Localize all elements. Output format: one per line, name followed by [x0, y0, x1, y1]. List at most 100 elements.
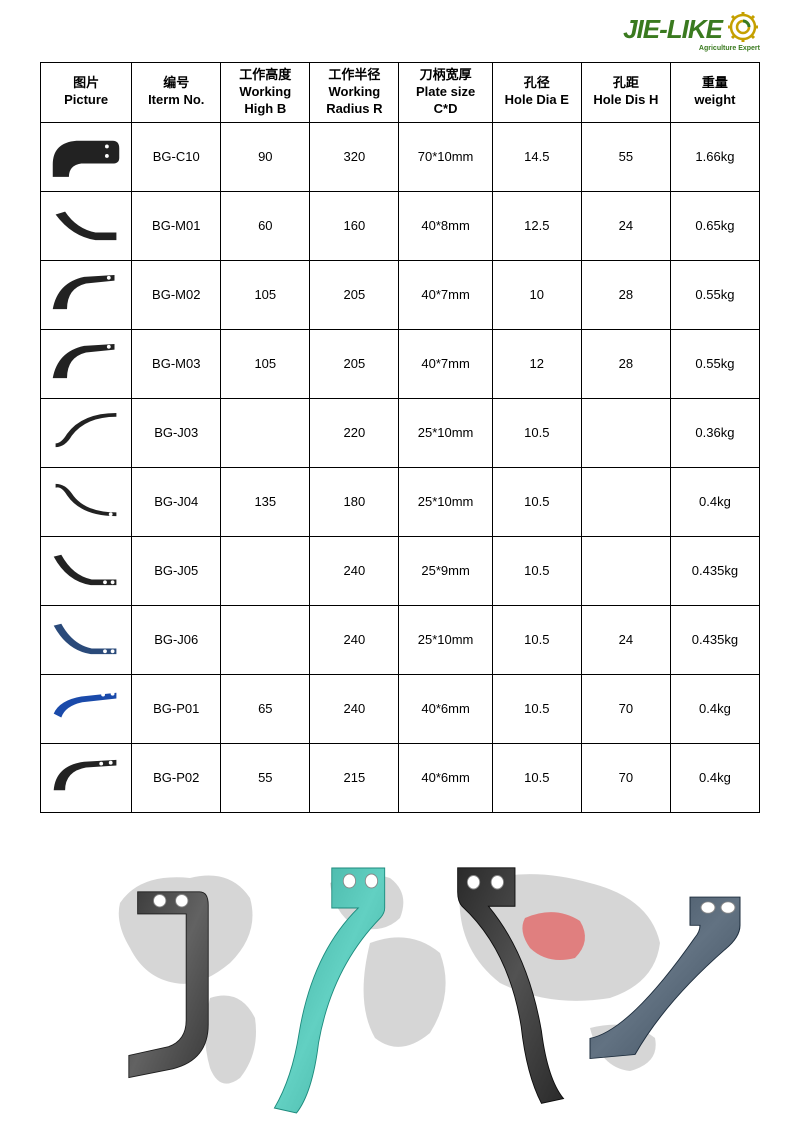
working-radius: 205	[310, 260, 399, 329]
plate-size: 70*10mm	[399, 122, 492, 191]
working-radius: 240	[310, 674, 399, 743]
plate-size: 40*7mm	[399, 329, 492, 398]
hole-dia: 14.5	[492, 122, 581, 191]
large-blade-icon	[440, 863, 590, 1118]
working-high	[221, 536, 310, 605]
working-radius: 240	[310, 536, 399, 605]
blade-thumbnail	[41, 122, 132, 191]
working-radius: 320	[310, 122, 399, 191]
footer-illustration	[40, 823, 760, 1133]
weight: 0.4kg	[670, 743, 759, 812]
table-row: BG-J06 24025*10mm10.5240.435kg	[41, 605, 760, 674]
plate-size: 25*10mm	[399, 605, 492, 674]
working-high	[221, 605, 310, 674]
working-high: 90	[221, 122, 310, 191]
working-radius: 215	[310, 743, 399, 812]
working-radius: 220	[310, 398, 399, 467]
large-blade-icon	[580, 893, 750, 1108]
weight: 0.55kg	[670, 260, 759, 329]
working-high: 105	[221, 260, 310, 329]
column-header: 工作半径WorkingRadius R	[310, 63, 399, 123]
brand-name: JIE-LIKE	[623, 14, 722, 45]
table-row: BG-P016524040*6mm10.5700.4kg	[41, 674, 760, 743]
table-row: BG-J0413518025*10mm10.50.4kg	[41, 467, 760, 536]
item-no: BG-P02	[132, 743, 221, 812]
hole-dia: 10.5	[492, 674, 581, 743]
hole-dia: 10.5	[492, 605, 581, 674]
item-no: BG-P01	[132, 674, 221, 743]
table-row: BG-J0322025*10mm10.50.36kg	[41, 398, 760, 467]
table-row: BG-M016016040*8mm12.5240.65kg	[41, 191, 760, 260]
plate-size: 25*9mm	[399, 536, 492, 605]
blade-thumbnail	[41, 674, 132, 743]
plate-size: 40*6mm	[399, 674, 492, 743]
blade-thumbnail	[41, 398, 132, 467]
plate-size: 40*8mm	[399, 191, 492, 260]
hole-dia: 12	[492, 329, 581, 398]
gear-icon	[726, 10, 760, 49]
large-blade-icon	[120, 883, 270, 1118]
working-high	[221, 398, 310, 467]
hole-dis: 28	[581, 329, 670, 398]
table-row: BG-M0210520540*7mm10280.55kg	[41, 260, 760, 329]
weight: 0.4kg	[670, 674, 759, 743]
working-high: 55	[221, 743, 310, 812]
table-header-row: 图片Picture编号Iterm No.工作高度WorkingHigh B工作半…	[41, 63, 760, 123]
hole-dia: 12.5	[492, 191, 581, 260]
column-header: 孔径Hole Dia E	[492, 63, 581, 123]
weight: 0.435kg	[670, 536, 759, 605]
hole-dis: 70	[581, 743, 670, 812]
column-header: 工作高度WorkingHigh B	[221, 63, 310, 123]
hole-dis: 24	[581, 191, 670, 260]
page-header: JIE-LIKE	[0, 0, 800, 57]
brand-logo: JIE-LIKE	[623, 10, 760, 52]
brand-tagline: Agriculture Expert	[699, 45, 760, 52]
hole-dia: 10	[492, 260, 581, 329]
blade-thumbnail	[41, 536, 132, 605]
item-no: BG-M02	[132, 260, 221, 329]
item-no: BG-J03	[132, 398, 221, 467]
weight: 0.55kg	[670, 329, 759, 398]
working-high: 60	[221, 191, 310, 260]
hole-dia: 10.5	[492, 398, 581, 467]
hole-dis: 24	[581, 605, 670, 674]
blade-thumbnail	[41, 191, 132, 260]
blade-thumbnail	[41, 329, 132, 398]
weight: 1.66kg	[670, 122, 759, 191]
column-header: 孔距Hole Dis H	[581, 63, 670, 123]
weight: 0.4kg	[670, 467, 759, 536]
hole-dis	[581, 398, 670, 467]
plate-size: 40*6mm	[399, 743, 492, 812]
working-radius: 205	[310, 329, 399, 398]
table-row: BG-P025521540*6mm10.5700.4kg	[41, 743, 760, 812]
hole-dis	[581, 467, 670, 536]
column-header: 重量weight	[670, 63, 759, 123]
hole-dia: 10.5	[492, 743, 581, 812]
blade-thumbnail	[41, 260, 132, 329]
column-header: 刀柄宽厚Plate sizeC*D	[399, 63, 492, 123]
plate-size: 25*10mm	[399, 467, 492, 536]
blade-thumbnail	[41, 605, 132, 674]
hole-dia: 10.5	[492, 536, 581, 605]
item-no: BG-M01	[132, 191, 221, 260]
table-row: BG-M0310520540*7mm12280.55kg	[41, 329, 760, 398]
weight: 0.435kg	[670, 605, 759, 674]
plate-size: 40*7mm	[399, 260, 492, 329]
hole-dis	[581, 536, 670, 605]
blade-thumbnail	[41, 743, 132, 812]
working-radius: 180	[310, 467, 399, 536]
working-radius: 160	[310, 191, 399, 260]
column-header: 编号Iterm No.	[132, 63, 221, 123]
hole-dis: 55	[581, 122, 670, 191]
working-radius: 240	[310, 605, 399, 674]
spec-table: 图片Picture编号Iterm No.工作高度WorkingHigh B工作半…	[40, 62, 760, 813]
working-high: 65	[221, 674, 310, 743]
item-no: BG-J06	[132, 605, 221, 674]
working-high: 135	[221, 467, 310, 536]
table-row: BG-J05 24025*9mm10.5 0.435kg	[41, 536, 760, 605]
item-no: BG-J05	[132, 536, 221, 605]
item-no: BG-J04	[132, 467, 221, 536]
blade-thumbnail	[41, 467, 132, 536]
working-high: 105	[221, 329, 310, 398]
hole-dis: 70	[581, 674, 670, 743]
